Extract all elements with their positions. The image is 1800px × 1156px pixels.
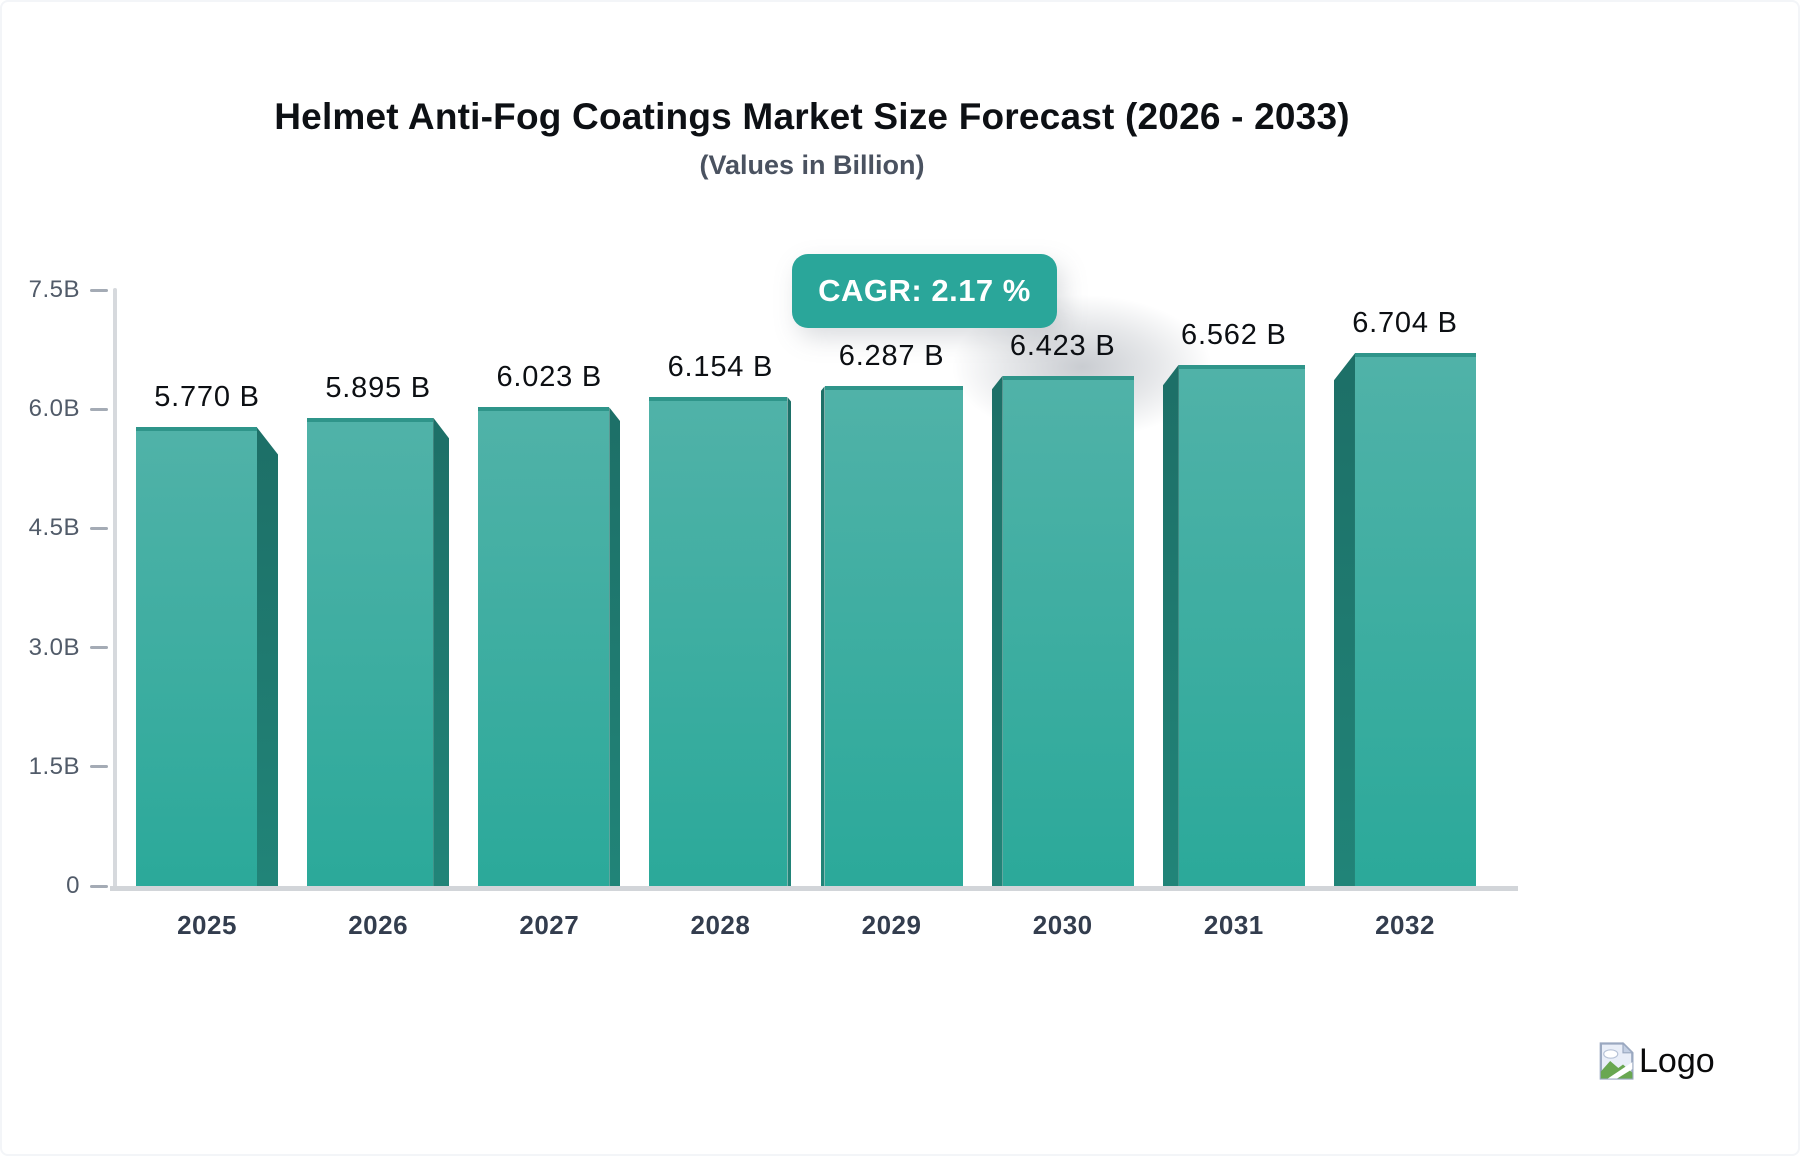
bar-3d-side [787,396,792,886]
bar-body [1002,375,1134,886]
x-axis-label: 2028 [690,910,751,940]
y-axis-tick-label: 3.0B [28,633,80,661]
bar-value-label: 6.423 B [1009,329,1116,362]
x-axis-label: 2026 [348,910,409,940]
y-axis-tick-label: 1.5B [28,752,80,780]
y-axis-tick: 4.5B [28,514,108,542]
bar-value-label: 6.562 B [1181,318,1287,351]
y-axis-line [113,288,117,888]
y-axis-tick-mark [90,288,108,292]
bar-body [307,417,434,886]
bar-2025: 5.770 B 2025 [136,381,278,940]
plot-area: 5.770 B 2025 5.895 B 2026 6.023 B 2027 6.154 B… [136,290,1476,940]
bar-3d-side [609,407,621,886]
x-axis-label: 2025 [177,910,237,940]
bar-value-label: 5.770 B [154,381,260,414]
bar-body [824,386,963,886]
cagr-badge: CAGR: 2.17 % [792,254,1057,328]
y-axis-tick-mark [90,884,108,888]
bar-2027: 6.023 B 2027 [478,361,621,940]
y-axis-tick-mark [90,765,108,769]
logo-text: Logo [1639,1042,1715,1080]
bar-3d-side [1333,353,1355,886]
bar-value-label: 6.704 B [1352,307,1458,340]
y-axis-tick-label: 7.5B [28,276,80,303]
y-axis-tick: 3.0B [28,633,108,661]
x-axis-label: 2032 [1375,910,1435,940]
bar-3d-side [433,417,450,886]
y-axis-tick: 0 [66,872,108,899]
y-axis-tick: 6.0B [28,395,108,423]
bar-2028: 6.154 B 2028 [649,351,792,940]
y-axis-tick-mark [90,526,108,530]
bar-2031: 6.562 B 2031 [1162,319,1305,940]
bar-body [136,427,257,886]
bar-body [649,396,788,886]
x-axis-label: 2031 [1203,910,1264,940]
y-axis-tick-label: 0 [66,872,80,899]
y-axis-tick: 7.5B [28,276,108,303]
x-axis-label: 2029 [861,910,922,940]
x-axis-label: 2027 [519,910,580,940]
x-axis-line [110,886,1518,891]
bar-2026: 5.895 B 2026 [307,372,450,940]
y-axis: 7.5B 6.0B 4.5B 3.0B 1.5B 0 [2,276,108,899]
chart-title: Helmet Anti-Fog Coatings Market Size For… [274,96,1350,137]
bar-3d-side [257,427,278,886]
bar-body [1354,353,1476,886]
bar-value-label: 6.023 B [496,361,603,394]
bar-3d-side [820,386,825,886]
y-axis-tick: 1.5B [28,752,108,780]
bar-2030: 6.423 B 2030 [991,330,1134,940]
bar-value-label: 6.154 B [667,350,774,383]
bar-2029: 6.287 B 2029 [820,340,963,940]
x-axis-label: 2030 [1032,910,1093,940]
y-axis-tick-label: 6.0B [28,395,80,423]
bar-3d-side [1162,364,1179,886]
bar-2032: 6.704 B 2032 [1333,307,1476,940]
logo: Logo [1595,1040,1715,1082]
y-axis-tick-mark [90,646,108,650]
bar-body [478,407,610,886]
bar-value-label: 6.287 B [838,340,945,373]
bar-3d-side [991,375,1003,886]
bar-body [1178,364,1305,886]
bar-value-label: 5.895 B [325,371,431,404]
y-axis-tick-label: 4.5B [28,514,80,542]
broken-image-icon [1599,1042,1634,1080]
chart-subtitle: (Values in Billion) [699,150,925,180]
y-axis-tick-mark [90,407,108,411]
